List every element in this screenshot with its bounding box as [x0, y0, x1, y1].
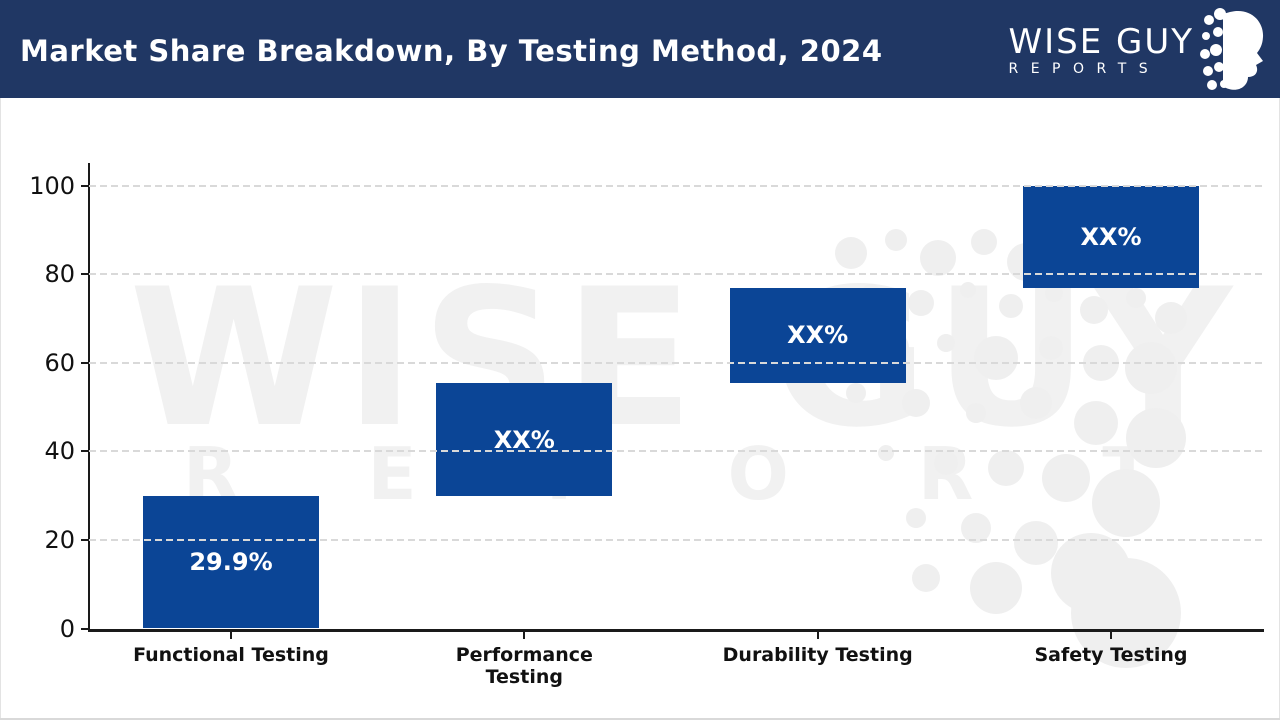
x-tick-3 — [1110, 631, 1112, 639]
logo-sub-text: REPORTS — [1008, 60, 1161, 77]
bar-performance-testing: XX% — [436, 383, 613, 497]
bar-value-label: XX% — [1080, 222, 1142, 251]
x-axis-spine — [87, 628, 1264, 632]
bar-value-label: XX% — [787, 321, 849, 350]
chart-plot-area: WISE GUY R E P O R T S 0 20 40 60 80 100 29.9%… — [0, 98, 1280, 718]
y-tick-20 — [81, 538, 89, 541]
y-tick-label-80: 80 — [44, 260, 75, 289]
bar-durability-testing: XX% — [729, 287, 906, 384]
logo-text: WISE GUY REPORTS — [1008, 24, 1194, 77]
x-category-label: Durability Testing — [703, 644, 933, 666]
bar-value-label: XX% — [493, 425, 555, 454]
x-category-label: Functional Testing — [116, 644, 346, 666]
x-tick-2 — [816, 631, 819, 639]
bar-value-label: 29.9% — [189, 548, 273, 577]
y-tick-80 — [81, 273, 89, 276]
x-tick-1 — [523, 631, 526, 639]
gridline-20 — [89, 538, 1264, 541]
y-tick-100 — [81, 184, 89, 187]
x-category-label-line: Durability Testing — [722, 644, 913, 666]
logo-face-icon — [1200, 8, 1264, 90]
y-tick-label-40: 40 — [44, 437, 75, 466]
x-category-label-line: Testing — [485, 666, 563, 688]
gridline-40 — [89, 450, 1264, 453]
y-tick-label-20: 20 — [44, 525, 75, 554]
y-tick-60 — [81, 361, 89, 364]
y-tick-label-100: 100 — [29, 171, 75, 200]
gridline-100 — [89, 184, 1264, 187]
bar-functional-testing: 29.9% — [143, 496, 319, 629]
wise-guy-reports-logo: WISE GUY REPORTS — [1008, 8, 1266, 90]
bar-safety-testing: XX% — [1023, 185, 1199, 288]
x-tick-0 — [230, 631, 232, 639]
gridline-60 — [89, 361, 1264, 364]
page-title: Market Share Breakdown, By Testing Metho… — [20, 34, 883, 68]
y-tick-40 — [81, 450, 89, 453]
gridline-80 — [89, 273, 1264, 276]
y-axis-spine — [87, 163, 90, 632]
x-category-label-line: Functional Testing — [133, 644, 329, 666]
x-category-label-line: Performance — [455, 644, 593, 666]
x-category-label: Performance Testing — [409, 644, 639, 688]
header-band: Market Share Breakdown, By Testing Metho… — [0, 0, 1280, 98]
y-tick-label-0: 0 — [59, 614, 75, 643]
logo-brand-text: WISE GUY — [1008, 21, 1194, 62]
x-category-label: Safety Testing — [996, 644, 1226, 666]
y-tick-label-60: 60 — [44, 348, 75, 377]
x-category-label-line: Safety Testing — [1034, 644, 1188, 666]
y-tick-0 — [81, 627, 89, 630]
